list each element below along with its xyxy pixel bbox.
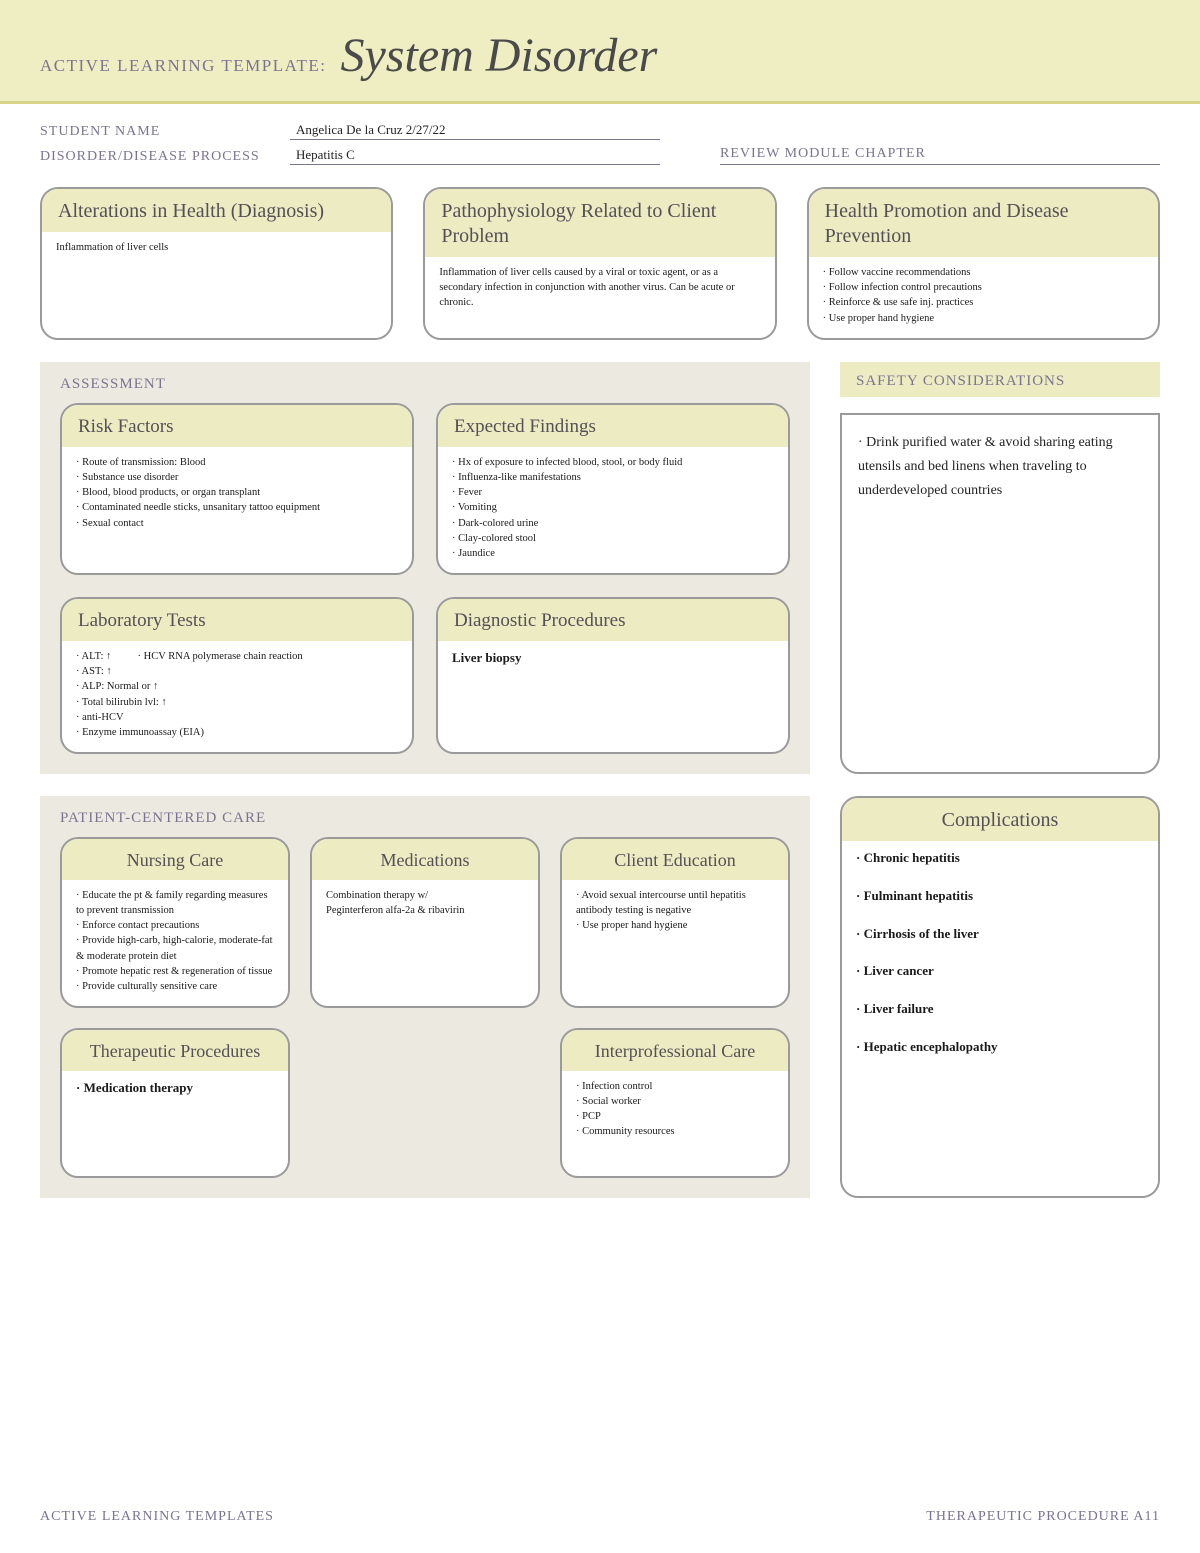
alterations-card: Alterations in Health (Diagnosis) Inflam… [40, 187, 393, 340]
safety-title: SAFETY CONSIDERATIONS [840, 362, 1160, 398]
page-footer: ACTIVE LEARNING TEMPLATES THERAPEUTIC PR… [40, 1509, 1160, 1525]
meds-title: Medications [312, 839, 538, 880]
promo-body: · Follow vaccine recommendations · Follo… [809, 257, 1158, 338]
inter-body: · Infection control · Social worker · PC… [562, 1071, 788, 1177]
complications-card: Complications · Chronic hepatitis · Fulm… [840, 796, 1160, 1198]
thera-body: · Medication therapy [62, 1071, 288, 1177]
student-name-label: STUDENT NAME [40, 124, 290, 140]
labs-body: · ALT: ↑ · HCV RNA polymerase chain reac… [62, 641, 412, 752]
banner-prefix: ACTIVE LEARNING TEMPLATE: [40, 56, 327, 76]
student-name-value: Angelica De la Cruz 2/27/22 [290, 122, 660, 140]
diag-body: Liver biopsy [438, 641, 788, 752]
alterations-title: Alterations in Health (Diagnosis) [42, 189, 391, 232]
promo-title: Health Promotion and Disease Prevention [809, 189, 1158, 257]
inter-title: Interprofessional Care [562, 1030, 788, 1071]
risk-body: · Route of transmission: Blood · Substan… [62, 447, 412, 574]
meta-block: STUDENT NAME Angelica De la Cruz 2/27/22… [0, 104, 1200, 173]
thera-title: Therapeutic Procedures [62, 1030, 288, 1071]
nursing-title: Nursing Care [62, 839, 288, 880]
diag-card: Diagnostic Procedures Liver biopsy [436, 597, 790, 754]
risk-card: Risk Factors · Route of transmission: Bl… [60, 403, 414, 575]
nursing-body: · Educate the pt & family regarding meas… [62, 880, 288, 1007]
pcc-title: PATIENT-CENTERED CARE [60, 810, 790, 827]
patho-title: Pathophysiology Related to Client Proble… [425, 189, 774, 257]
assessment-section: ASSESSMENT Risk Factors · Route of trans… [40, 362, 810, 774]
process-label: DISORDER/DISEASE PROCESS [40, 149, 290, 165]
patho-card: Pathophysiology Related to Client Proble… [423, 187, 776, 340]
complications-title: Complications [842, 798, 1158, 841]
inter-card: Interprofessional Care · Infection contr… [560, 1028, 790, 1178]
pcc-section: PATIENT-CENTERED CARE Nursing Care · Edu… [40, 796, 810, 1198]
thera-card: Therapeutic Procedures · Medication ther… [60, 1028, 290, 1178]
safety-body: · Drink purified water & avoid sharing e… [840, 413, 1160, 774]
complications-body: · Chronic hepatitis · Fulminant hepatiti… [842, 841, 1158, 1196]
promo-card: Health Promotion and Disease Prevention … [807, 187, 1160, 340]
findings-card: Expected Findings · Hx of exposure to in… [436, 403, 790, 575]
assessment-title: ASSESSMENT [60, 376, 790, 393]
review-module-label: REVIEW MODULE CHAPTER [720, 146, 1160, 165]
labs-card: Laboratory Tests · ALT: ↑ · HCV RNA poly… [60, 597, 414, 754]
process-value: Hepatitis C [290, 147, 660, 165]
findings-title: Expected Findings [438, 405, 788, 447]
footer-left: ACTIVE LEARNING TEMPLATES [40, 1509, 274, 1525]
nursing-card: Nursing Care · Educate the pt & family r… [60, 837, 290, 1008]
meds-card: Medications Combination therapy w/ Pegin… [310, 837, 540, 1008]
labs-title: Laboratory Tests [62, 599, 412, 641]
meds-body: Combination therapy w/ Peginterferon alf… [312, 880, 538, 1007]
edu-card: Client Education · Avoid sexual intercou… [560, 837, 790, 1008]
banner-title: System Disorder [341, 28, 658, 83]
diag-title: Diagnostic Procedures [438, 599, 788, 641]
edu-title: Client Education [562, 839, 788, 880]
edu-body: · Avoid sexual intercourse until hepatit… [562, 880, 788, 1007]
alterations-body: Inflammation of liver cells [42, 232, 391, 338]
header-banner: ACTIVE LEARNING TEMPLATE: System Disorde… [0, 0, 1200, 104]
risk-title: Risk Factors [62, 405, 412, 447]
findings-body: · Hx of exposure to infected blood, stoo… [438, 447, 788, 574]
safety-column: SAFETY CONSIDERATIONS · Drink purified w… [840, 362, 1160, 774]
footer-right: THERAPEUTIC PROCEDURE A11 [926, 1509, 1160, 1525]
patho-body: Inflammation of liver cells caused by a … [425, 257, 774, 338]
